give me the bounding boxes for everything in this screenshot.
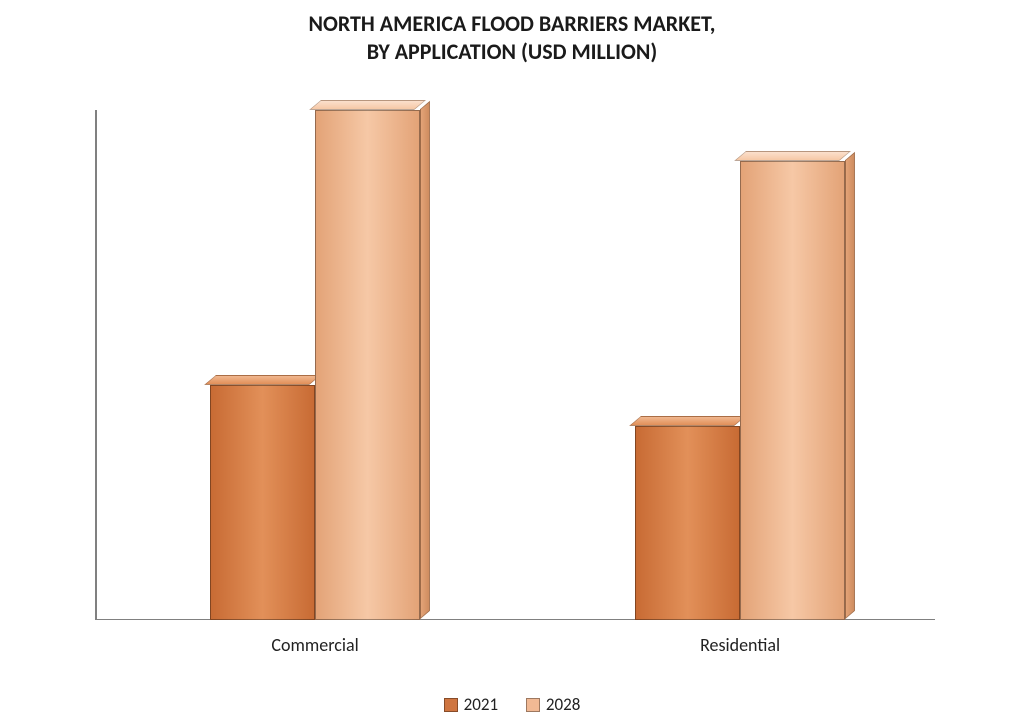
legend-swatch-2028 — [526, 698, 540, 712]
bar-side — [420, 101, 430, 619]
legend: 2021 2028 — [0, 694, 1024, 717]
chart-title: NORTH AMERICA FLOOD BARRIERS MARKET, BY … — [0, 10, 1024, 65]
chart-title-line1: NORTH AMERICA FLOOD BARRIERS MARKET, — [309, 10, 716, 37]
bar-residential-2021 — [635, 426, 740, 620]
bar-commercial-2028 — [315, 110, 420, 620]
bar-front — [210, 385, 315, 620]
bar-front — [740, 161, 845, 620]
bar-top — [204, 375, 321, 385]
chart-container: NORTH AMERICA FLOOD BARRIERS MARKET, BY … — [0, 0, 1024, 728]
legend-item-2028: 2028 — [526, 694, 580, 715]
bar-top — [309, 100, 426, 110]
chart-title-line2: BY APPLICATION (USD MILLION) — [367, 38, 658, 65]
bar-front — [635, 426, 740, 620]
bar-group-residential — [635, 161, 845, 620]
legend-swatch-2021 — [444, 698, 458, 712]
legend-label-2028: 2028 — [546, 694, 580, 715]
category-label-commercial: Commercial — [205, 634, 425, 656]
bar-group-commercial — [210, 110, 420, 620]
category-label-residential: Residential — [630, 634, 850, 656]
y-axis-line — [95, 110, 97, 620]
legend-label-2021: 2021 — [464, 694, 498, 715]
plot-area — [95, 110, 935, 620]
bar-front — [315, 110, 420, 620]
legend-item-2021: 2021 — [444, 694, 498, 715]
bar-top — [629, 416, 746, 426]
bar-top — [734, 151, 851, 161]
bar-residential-2028 — [740, 161, 845, 620]
bar-commercial-2021 — [210, 385, 315, 620]
bar-side — [845, 152, 855, 619]
